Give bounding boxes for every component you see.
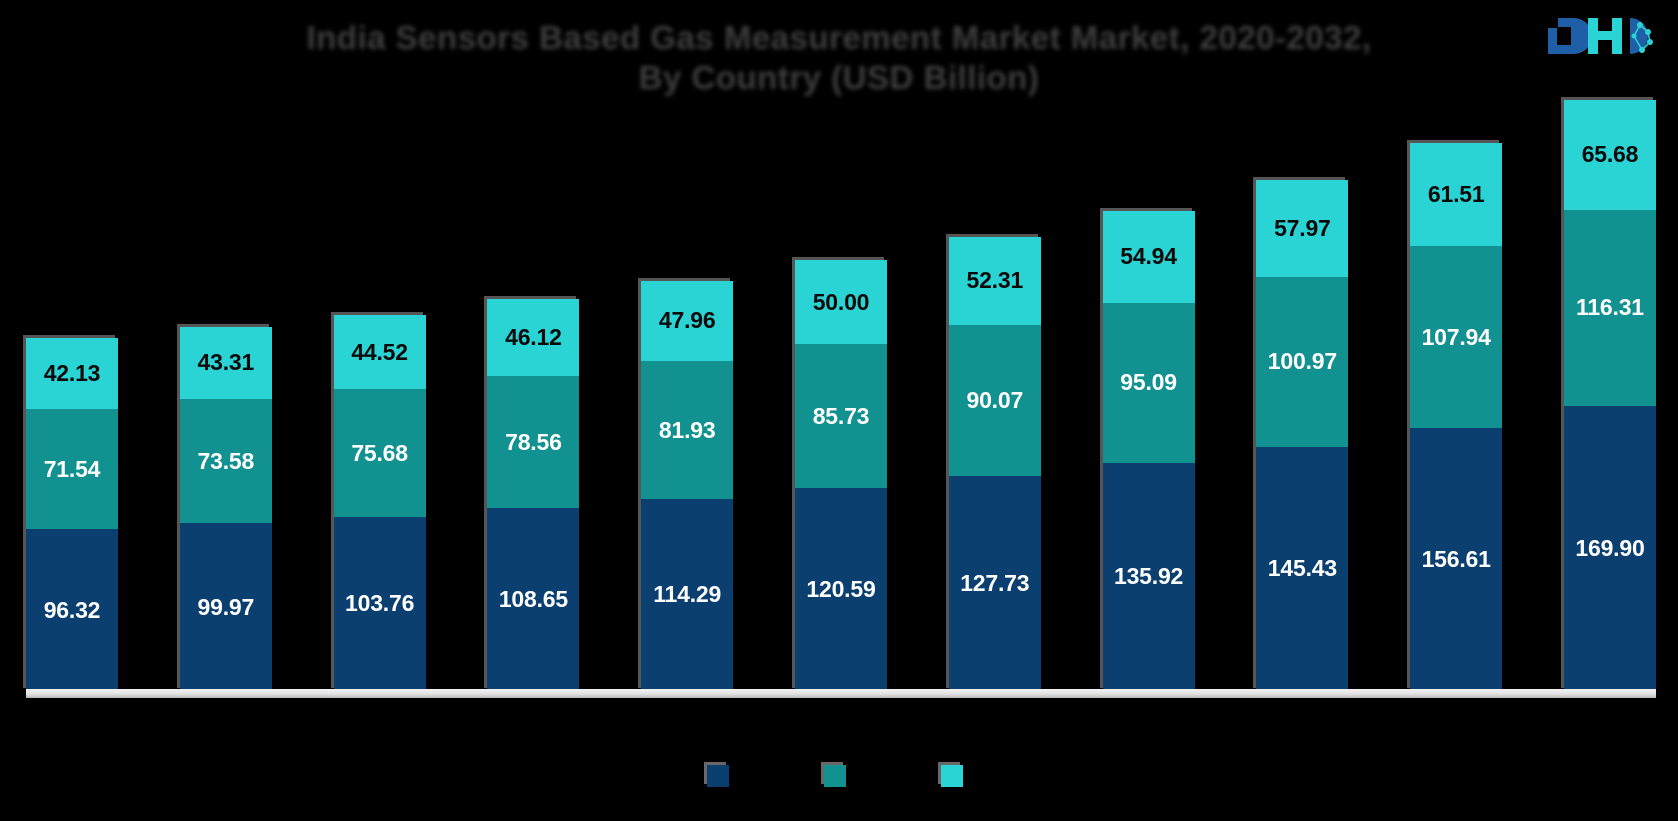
bar-segment[interactable]: 135.92 <box>1102 462 1195 691</box>
bar-value-label: 95.09 <box>1120 369 1177 396</box>
bar-value-label: 90.07 <box>966 387 1024 414</box>
bar-value-label: 73.58 <box>197 447 255 474</box>
bar-segment[interactable]: 50.00 <box>794 260 887 345</box>
bar-group[interactable]: 54.94 95.09 135.92 <box>1102 210 1195 691</box>
bar-segment[interactable]: 43.31 <box>179 326 272 400</box>
bar-segment[interactable]: 73.58 <box>179 399 272 523</box>
bar-segment[interactable]: 90.07 <box>948 324 1041 477</box>
bar-segment[interactable]: 169.90 <box>1563 405 1656 691</box>
legend-swatch-series-3 <box>940 765 963 787</box>
bar-value-label: 156.61 <box>1421 545 1491 572</box>
bar-value-label: 120.59 <box>806 576 876 603</box>
bar-segment[interactable]: 61.51 <box>1410 143 1503 247</box>
bar-value-label: 100.97 <box>1267 348 1337 375</box>
bar-segment[interactable]: 100.97 <box>1256 276 1349 447</box>
bar-group[interactable]: 44.52 75.68 103.76 <box>333 314 426 691</box>
bar-segment[interactable]: 78.56 <box>487 376 580 509</box>
legend-item[interactable] <box>940 765 972 787</box>
bar-group[interactable]: 42.13 71.54 96.32 <box>26 338 118 691</box>
bar-segment[interactable]: 71.54 <box>26 408 118 530</box>
bar-segment[interactable]: 108.65 <box>487 508 580 691</box>
bar-segment[interactable]: 42.13 <box>26 338 118 409</box>
chart-title-line-1: India Sensors Based Gas Measurement Mark… <box>306 19 1372 56</box>
bar-group[interactable]: 50.00 85.73 120.59 <box>794 260 887 691</box>
plot-area: 42.13 71.54 96.32 43.31 73.58 99.97 44.52 75.68… <box>0 86 1678 698</box>
bar-value-label: 54.94 <box>1120 243 1177 270</box>
bar-value-label: 114.29 <box>653 581 722 608</box>
bar-segment[interactable]: 145.43 <box>1256 446 1349 691</box>
bar-value-label: 61.51 <box>1427 181 1485 208</box>
bar-value-label: 81.93 <box>658 416 716 443</box>
bar-group[interactable]: 61.51 107.94 156.61 <box>1410 143 1503 691</box>
bar-value-label: 116.31 <box>1576 294 1644 321</box>
bar-segment[interactable]: 85.73 <box>794 344 887 489</box>
bar-segment[interactable]: 96.32 <box>26 529 118 691</box>
bar-value-label: 46.12 <box>505 324 562 351</box>
bar-value-label: 50.00 <box>812 288 870 315</box>
x-axis-line <box>26 689 1656 698</box>
bar-segment[interactable]: 81.93 <box>641 361 734 499</box>
bar-segment[interactable]: 103.76 <box>333 516 426 691</box>
dhr-logo[interactable] <box>1544 8 1664 70</box>
bar-value-label: 78.56 <box>505 428 562 455</box>
bar-value-label: 108.65 <box>498 586 568 613</box>
legend-item[interactable] <box>823 765 855 787</box>
bar-value-label: 145.43 <box>1267 555 1337 582</box>
bar-group[interactable]: 43.31 73.58 99.97 <box>179 326 272 691</box>
bar-value-label: 65.68 <box>1581 141 1639 168</box>
bar-value-label: 52.31 <box>966 267 1024 294</box>
bar-value-label: 47.96 <box>658 307 716 334</box>
bar-segment[interactable]: 156.61 <box>1410 427 1503 691</box>
bar-segment[interactable]: 120.59 <box>794 488 887 691</box>
bar-group[interactable]: 47.96 81.93 114.29 <box>641 280 734 691</box>
bar-segment[interactable]: 44.52 <box>333 314 426 390</box>
bar-group[interactable]: 52.31 90.07 127.73 <box>948 237 1041 691</box>
bar-segment[interactable]: 95.09 <box>1102 302 1195 463</box>
legend-swatch-series-1 <box>706 765 729 787</box>
bar-value-label: 99.97 <box>197 593 255 620</box>
bar-value-label: 169.90 <box>1575 534 1645 561</box>
logo-letter-h <box>1588 18 1622 54</box>
bar-value-label: 135.92 <box>1114 563 1184 590</box>
bar-value-label: 71.54 <box>43 455 101 482</box>
logo-globe-mark <box>1630 18 1653 54</box>
bar-series-container: 42.13 71.54 96.32 43.31 73.58 99.97 44.52 75.68… <box>26 86 1656 691</box>
bar-group[interactable]: 46.12 78.56 108.65 <box>487 298 580 691</box>
bar-value-label: 57.97 <box>1274 214 1331 241</box>
bar-group[interactable]: 65.68 116.31 169.90 <box>1563 99 1656 691</box>
bar-value-label: 96.32 <box>43 596 101 623</box>
bar-segment[interactable]: 46.12 <box>487 298 580 377</box>
bar-segment[interactable]: 114.29 <box>641 498 734 691</box>
bar-value-label: 75.68 <box>351 439 408 466</box>
bar-value-label: 103.76 <box>345 590 415 617</box>
chart-legend <box>0 741 1678 811</box>
bar-segment[interactable]: 57.97 <box>1256 179 1349 277</box>
bar-value-label: 85.73 <box>812 402 870 429</box>
bar-value-label: 42.13 <box>43 360 101 387</box>
bar-segment[interactable]: 52.31 <box>948 237 1041 325</box>
bar-segment[interactable]: 99.97 <box>179 523 272 691</box>
bar-segment[interactable]: 107.94 <box>1410 246 1503 428</box>
bar-segment[interactable]: 127.73 <box>948 476 1041 691</box>
bar-value-label: 107.94 <box>1421 323 1491 350</box>
bar-segment[interactable]: 54.94 <box>1102 210 1195 303</box>
bar-segment[interactable]: 116.31 <box>1563 210 1656 406</box>
logo-letter-d <box>1548 18 1592 54</box>
bar-group[interactable]: 57.97 100.97 145.43 <box>1256 179 1349 691</box>
bar-segment[interactable]: 47.96 <box>641 280 734 362</box>
legend-swatch-series-2 <box>823 765 846 787</box>
bar-segment[interactable]: 65.68 <box>1563 99 1656 210</box>
bar-segment[interactable]: 75.68 <box>333 389 426 517</box>
legend-item[interactable] <box>706 765 738 787</box>
bar-value-label: 127.73 <box>960 570 1030 597</box>
bar-value-label: 43.31 <box>197 349 255 376</box>
bar-value-label: 44.52 <box>351 338 408 365</box>
